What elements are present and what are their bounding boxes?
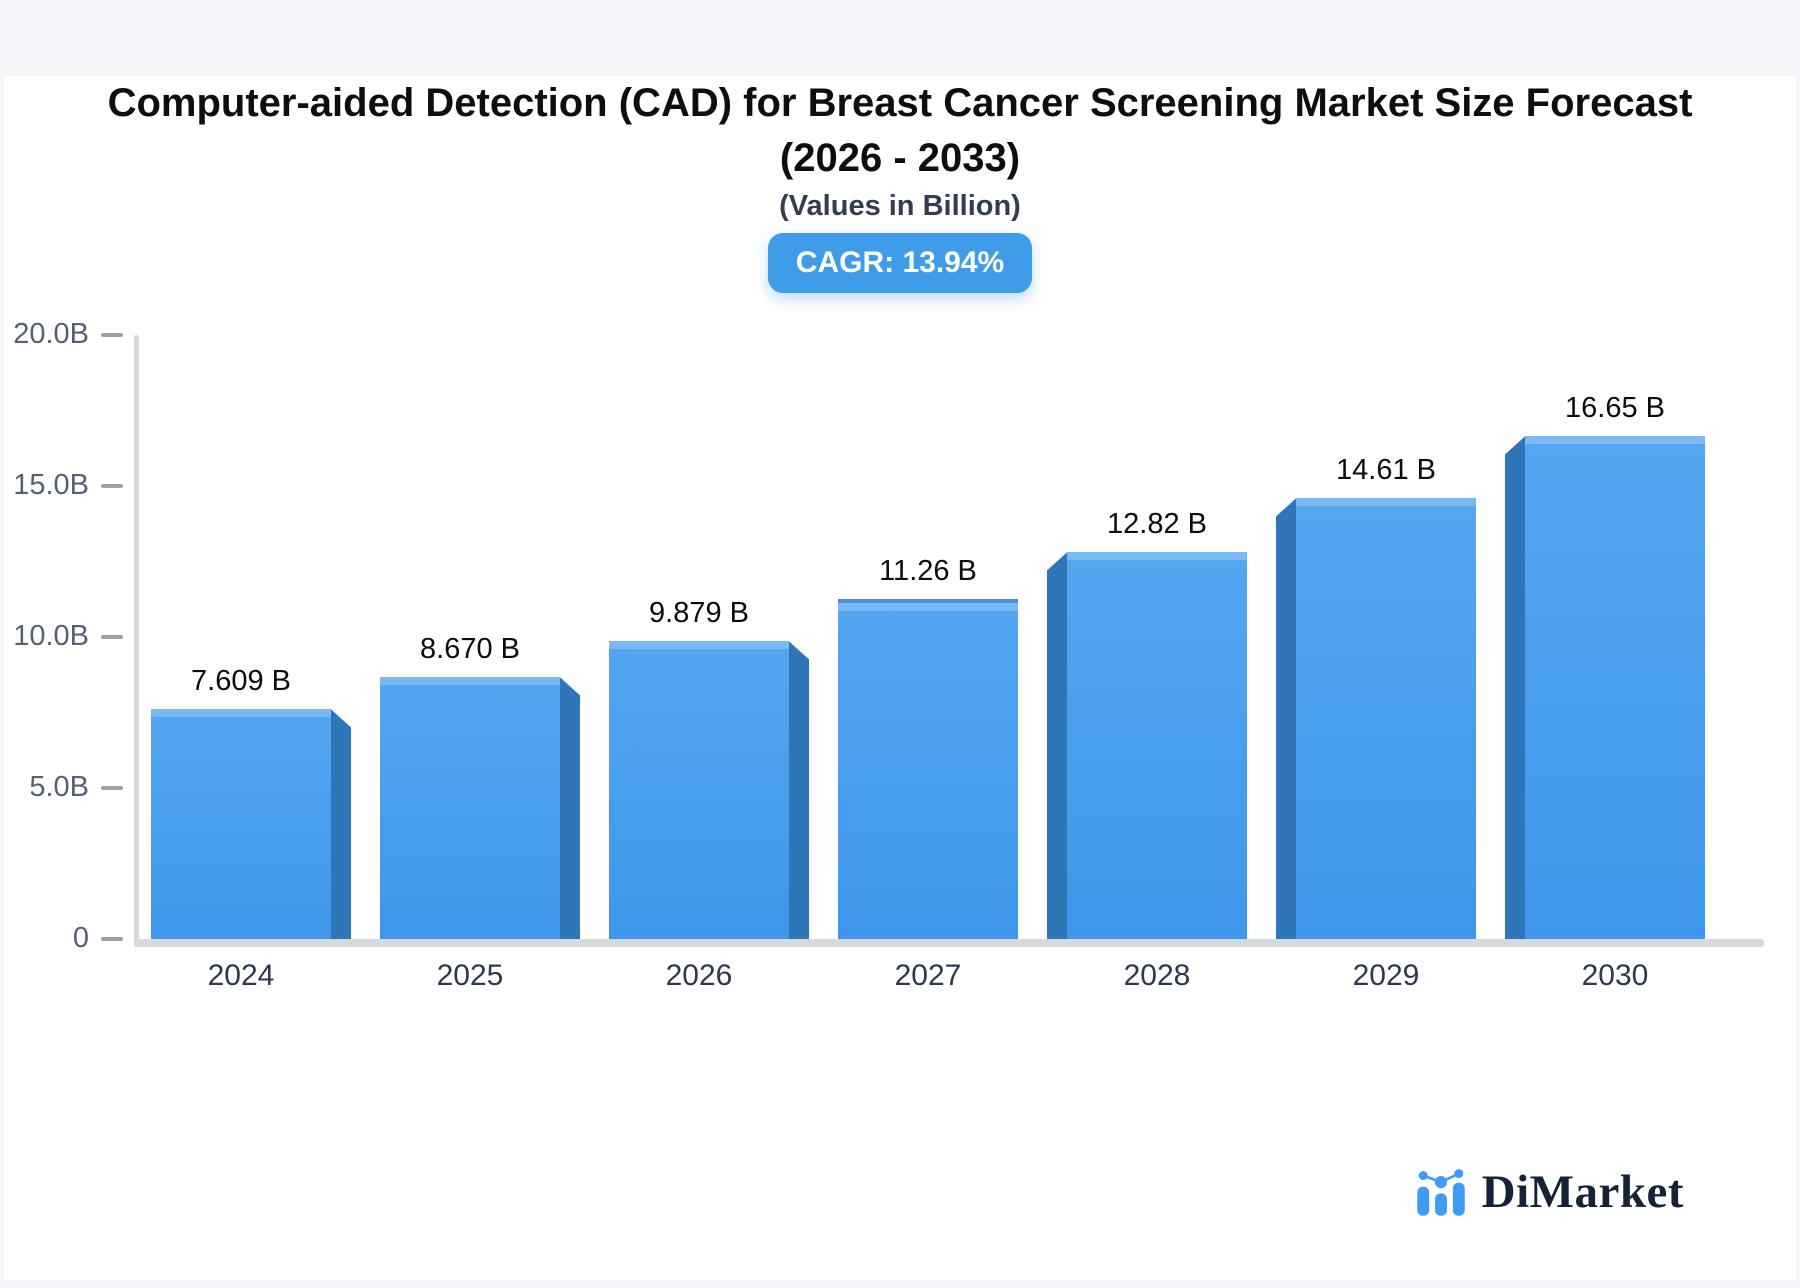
bar-3d-side xyxy=(1505,436,1525,940)
brand-logo: DiMarket xyxy=(1412,1164,1684,1220)
bar-2027[interactable]: 11.26 B xyxy=(838,555,1018,940)
bar-body-2027[interactable] xyxy=(838,599,1018,940)
bar-value-label-2025: 8.670 B xyxy=(420,633,520,666)
chart-card: Computer-aided Detection (CAD) for Breas… xyxy=(4,76,1796,1280)
bar-value-label-2024: 7.609 B xyxy=(191,665,291,698)
bar-3d-side xyxy=(331,709,351,940)
y-tick-label-15: 15.0B xyxy=(13,469,89,502)
bar-3d-side xyxy=(560,677,580,940)
y-tick-mark-0 xyxy=(101,937,123,942)
bar-2028[interactable]: 12.82 B xyxy=(1047,508,1247,940)
x-axis-label-2024: 2024 xyxy=(207,959,275,993)
bar-top-highlight xyxy=(1525,436,1705,445)
y-tick-label-20: 20.0B xyxy=(13,318,89,351)
chart-title: Computer-aided Detection (CAD) for Breas… xyxy=(50,76,1750,186)
bar-2026[interactable]: 9.879 B xyxy=(609,597,809,940)
bar-body-2024[interactable] xyxy=(151,709,331,940)
bar-top-highlight xyxy=(609,641,789,650)
bar-value-label-2026: 9.879 B xyxy=(649,597,749,630)
badge-row: CAGR: 13.94% xyxy=(4,233,1796,297)
bar-value-label-2029: 14.61 B xyxy=(1336,454,1436,487)
bar-chart: 7.609 B 2024 8.670 B 2025 9.879 B 2026 11.26 B… xyxy=(4,297,1796,997)
chart-title-line1: Computer-aided Detection (CAD) for Breas… xyxy=(107,81,1693,125)
bar-2029[interactable]: 14.61 B xyxy=(1276,454,1476,940)
bar-value-label-2027: 11.26 B xyxy=(879,555,977,588)
bar-body-2030[interactable] xyxy=(1525,436,1705,940)
bar-value-label-2030: 16.65 B xyxy=(1565,392,1665,425)
chart-subtitle: (Values in Billion) xyxy=(779,190,1021,223)
bar-2030[interactable]: 16.65 B xyxy=(1505,392,1705,940)
y-tick-mark-10 xyxy=(101,635,123,640)
y-tick-label-0: 0 xyxy=(72,922,89,955)
brand-logo-text: DiMarket xyxy=(1481,1166,1684,1218)
x-axis-label-2029: 2029 xyxy=(1352,959,1420,993)
bar-3d-side xyxy=(1276,498,1296,940)
bar-body-2025[interactable] xyxy=(380,677,560,940)
bar-chart-logo-icon xyxy=(1416,1169,1465,1216)
y-tick-mark-20 xyxy=(101,333,123,338)
bar-3d-side xyxy=(789,641,809,940)
bar-2024[interactable]: 7.609 B xyxy=(151,665,351,940)
bar-body-2028[interactable] xyxy=(1067,552,1247,940)
bar-top-highlight xyxy=(151,709,331,718)
bar-top-highlight xyxy=(1067,552,1247,561)
y-tick-label-5: 5.0B xyxy=(29,771,89,804)
x-axis-label-2026: 2026 xyxy=(665,959,733,993)
y-tick-mark-5 xyxy=(101,786,123,791)
y-tick-mark-15 xyxy=(101,484,123,489)
chart-title-line2: (2026 - 2033) xyxy=(779,136,1021,181)
x-axis-label-2030: 2030 xyxy=(1581,959,1649,993)
bars-layer: 7.609 B 2024 8.670 B 2025 9.879 B 2026 11.26 B… xyxy=(134,297,1796,997)
bar-top-highlight xyxy=(838,603,1018,612)
cagr-badge: CAGR: 13.94% xyxy=(767,233,1033,294)
bar-body-2029[interactable] xyxy=(1296,498,1476,940)
bar-body-2026[interactable] xyxy=(609,641,789,940)
bar-value-label-2028: 12.82 B xyxy=(1107,508,1207,541)
bar-top-highlight xyxy=(380,677,560,686)
x-axis-baseline xyxy=(134,939,1764,948)
x-axis-label-2028: 2028 xyxy=(1123,959,1191,993)
bar-2025[interactable]: 8.670 B xyxy=(380,633,580,940)
y-axis-line xyxy=(134,335,139,948)
bar-top-highlight xyxy=(1296,498,1476,507)
bar-3d-side xyxy=(1047,552,1067,940)
y-tick-label-10: 10.0B xyxy=(13,620,89,653)
x-axis-label-2025: 2025 xyxy=(436,959,504,993)
x-axis-label-2027: 2027 xyxy=(894,959,962,993)
